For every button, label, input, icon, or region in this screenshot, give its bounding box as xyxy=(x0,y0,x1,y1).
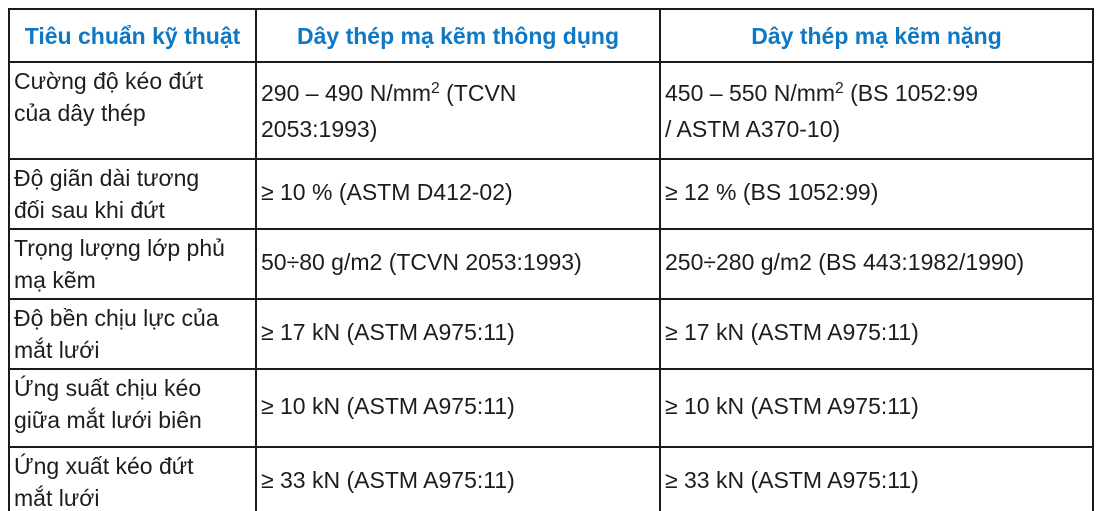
specs-table: Tiêu chuẩn kỹ thuật Dây thép mạ kẽm thôn… xyxy=(8,8,1094,511)
spec-label-cell: Trọng lượng lớp phủ mạ kẽm xyxy=(8,228,257,300)
value-text: 250÷280 g/m2 (BS 443:1982/1990) xyxy=(665,249,1025,275)
header-label: Dây thép mạ kẽm thông dụng xyxy=(296,22,620,49)
value-text: ≥ 33 kN (ASTM A975:11) xyxy=(261,467,515,493)
table-row: Độ bền chịu lực của mắt lưới ≥ 17 kN (AS… xyxy=(8,298,1094,370)
spec-label-cell: Độ giãn dài tương đối sau khi đứt xyxy=(8,158,257,230)
common-value-cell: ≥ 10 % (ASTM D412-02) xyxy=(255,158,661,230)
spec-label-cell: Cường độ kéo đứt của dây thép xyxy=(8,61,257,160)
header-cell-common-wire: Dây thép mạ kẽm thông dụng xyxy=(255,8,661,63)
table-row: Ứng xuất kéo đứt mắt lưới ≥ 33 kN (ASTM … xyxy=(8,446,1094,511)
value-text: ≥ 17 kN (ASTM A975:11) xyxy=(261,319,515,345)
header-cell-heavy-wire: Dây thép mạ kẽm nặng xyxy=(659,8,1094,63)
common-value-cell: ≥ 17 kN (ASTM A975:11) xyxy=(255,298,661,370)
superscript: 2 xyxy=(431,80,440,98)
common-value-cell: 290 – 490 N/mm2 (TCVN 2053:1993) xyxy=(255,61,661,160)
spec-label-cell: Ứng xuất kéo đứt mắt lưới xyxy=(8,446,257,511)
header-label: Tiêu chuẩn kỹ thuật xyxy=(24,22,241,49)
table-header: Tiêu chuẩn kỹ thuật Dây thép mạ kẽm thôn… xyxy=(8,8,1094,63)
header-label: Dây thép mạ kẽm nặng xyxy=(751,22,1002,49)
value-text: (BS 1052:99 / ASTM A370-10) xyxy=(665,79,978,142)
spec-label: Trọng lượng lớp phủ mạ kẽm xyxy=(14,235,225,293)
heavy-value-cell: ≥ 10 kN (ASTM A975:11) xyxy=(659,368,1094,448)
spec-label-cell: Độ bền chịu lực của mắt lưới xyxy=(8,298,257,370)
heavy-value-cell: 450 – 550 N/mm2 (BS 1052:99 / ASTM A370-… xyxy=(659,61,1094,160)
spec-label: Cường độ kéo đứt của dây thép xyxy=(14,68,204,126)
heavy-value-cell: ≥ 12 % (BS 1052:99) xyxy=(659,158,1094,230)
value-text: ≥ 12 % (BS 1052:99) xyxy=(665,179,879,205)
value-text: ≥ 10 % (ASTM D412-02) xyxy=(261,179,513,205)
table-body: Cường độ kéo đứt của dây thép 290 – 490 … xyxy=(8,61,1094,511)
common-value-cell: 50÷80 g/m2 (TCVN 2053:1993) xyxy=(255,228,661,300)
heavy-value-cell: ≥ 33 kN (ASTM A975:11) xyxy=(659,446,1094,511)
spec-label: Độ giãn dài tương đối sau khi đứt xyxy=(14,165,200,223)
table-row: Cường độ kéo đứt của dây thép 290 – 490 … xyxy=(8,61,1094,160)
value-text: ≥ 33 kN (ASTM A975:11) xyxy=(665,467,919,493)
superscript: 2 xyxy=(835,80,844,98)
value-text: 450 – 550 N/mm xyxy=(665,79,836,106)
spec-label: Ứng xuất kéo đứt mắt lưới xyxy=(14,453,194,511)
heavy-value-cell: ≥ 17 kN (ASTM A975:11) xyxy=(659,298,1094,370)
spec-label: Độ bền chịu lực của mắt lưới xyxy=(14,305,219,363)
value-text: 290 – 490 N/mm xyxy=(261,79,432,106)
value-text: ≥ 10 kN (ASTM A975:11) xyxy=(261,393,515,419)
header-cell-specs: Tiêu chuẩn kỹ thuật xyxy=(8,8,257,63)
table-row: Trọng lượng lớp phủ mạ kẽm 50÷80 g/m2 (T… xyxy=(8,228,1094,300)
common-value-cell: ≥ 33 kN (ASTM A975:11) xyxy=(255,446,661,511)
table-row: Ứng suất chịu kéo giữa mắt lưới biên ≥ 1… xyxy=(8,368,1094,448)
value-text: ≥ 10 kN (ASTM A975:11) xyxy=(665,393,919,419)
common-value-cell: ≥ 10 kN (ASTM A975:11) xyxy=(255,368,661,448)
spec-label: Ứng suất chịu kéo giữa mắt lưới biên xyxy=(14,375,202,433)
value-text: 50÷80 g/m2 (TCVN 2053:1993) xyxy=(261,249,582,275)
spec-label-cell: Ứng suất chịu kéo giữa mắt lưới biên xyxy=(8,368,257,448)
table-row: Độ giãn dài tương đối sau khi đứt ≥ 10 %… xyxy=(8,158,1094,230)
value-text: ≥ 17 kN (ASTM A975:11) xyxy=(665,319,919,345)
heavy-value-cell: 250÷280 g/m2 (BS 443:1982/1990) xyxy=(659,228,1094,300)
value-text: (TCVN 2053:1993) xyxy=(261,79,517,142)
header-row: Tiêu chuẩn kỹ thuật Dây thép mạ kẽm thôn… xyxy=(8,8,1094,63)
